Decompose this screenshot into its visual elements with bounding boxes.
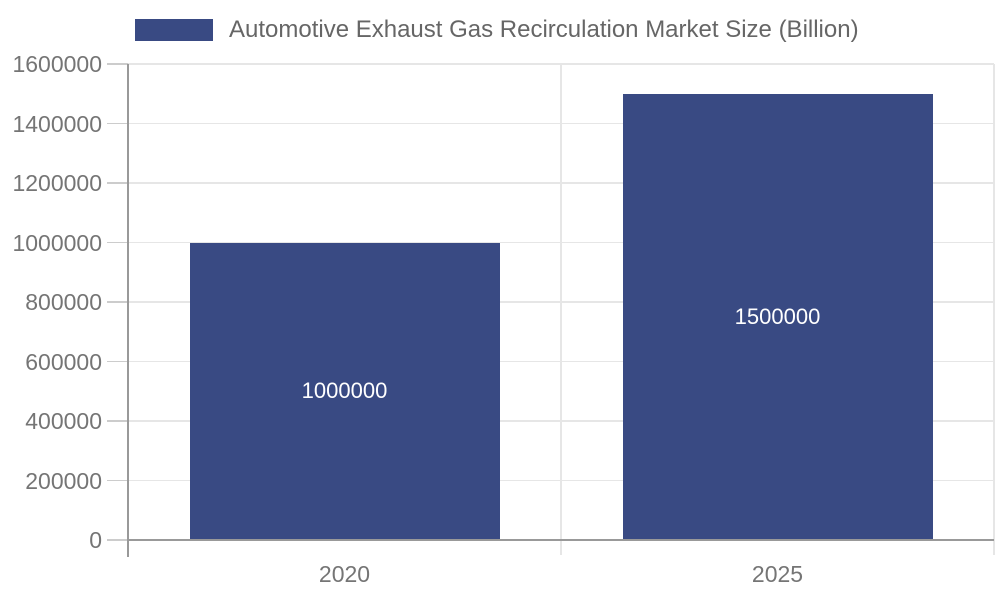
bar: [622, 93, 933, 540]
y-tick: [107, 360, 128, 363]
plot-border-v: [993, 64, 995, 555]
y-tick-label: 0: [89, 527, 102, 553]
y-tick: [107, 241, 128, 244]
y-tick-label: 1200000: [12, 170, 102, 196]
bar: [189, 242, 500, 540]
plot-border-v: [560, 64, 562, 555]
bar-value-label: 1500000: [734, 303, 821, 329]
y-tick: [107, 301, 128, 303]
y-tick: [107, 479, 128, 482]
y-tick-label: 1400000: [12, 110, 102, 137]
bar-value-label: 1000000: [301, 378, 388, 404]
y-tick-label: 1600000: [12, 51, 102, 77]
y-tick: [107, 420, 128, 422]
y-tick-label: 600000: [25, 348, 102, 375]
y-tick: [107, 63, 128, 65]
legend-label: Automotive Exhaust Gas Recirculation Mar…: [229, 16, 859, 43]
y-tick: [107, 182, 128, 184]
legend-swatch: [135, 19, 213, 41]
y-tick-label: 1000000: [12, 229, 102, 256]
legend: Automotive Exhaust Gas Recirculation Mar…: [135, 16, 859, 44]
y-axis-line: [127, 64, 129, 557]
y-tick-label: 800000: [25, 289, 102, 315]
y-tick: [107, 122, 128, 125]
y-tick-label: 200000: [25, 467, 102, 494]
x-category-label: 2025: [751, 561, 804, 587]
x-category-label: 2020: [318, 561, 371, 587]
x-axis-line: [128, 539, 994, 541]
y-tick-label: 400000: [25, 408, 102, 434]
y-tick: [107, 539, 128, 541]
